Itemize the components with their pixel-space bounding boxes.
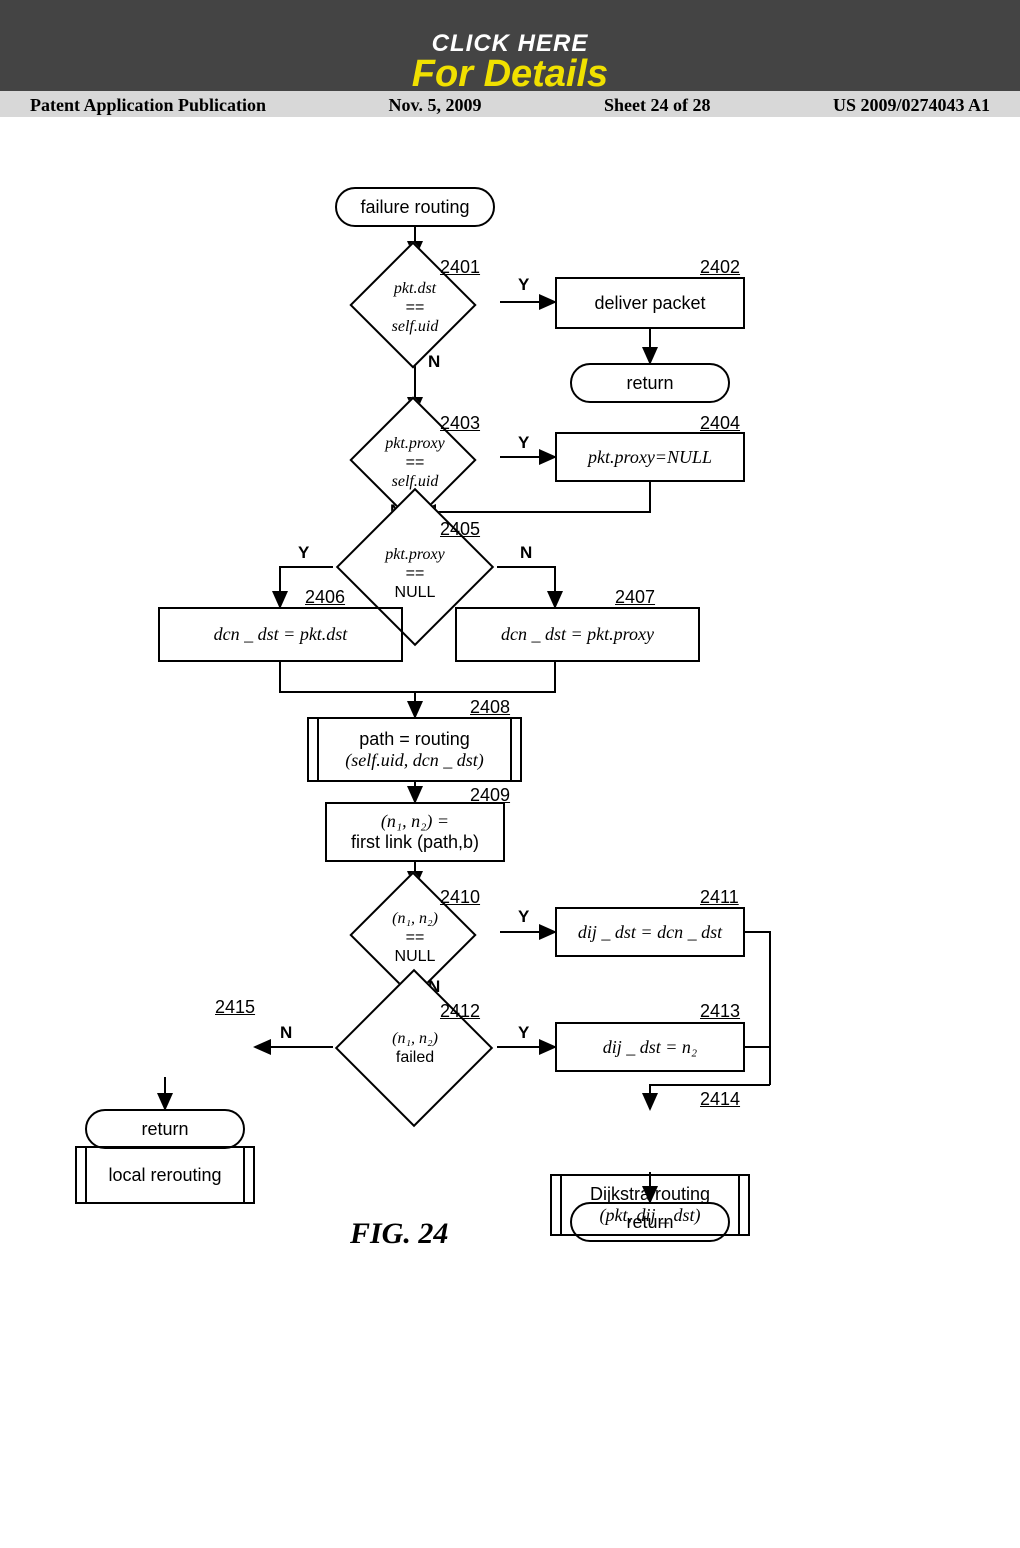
flowchart-canvas: failure routing pkt.dst == self.uid 2401…	[0, 117, 1020, 1547]
node-2406: dcn _ dst = pkt.dst	[158, 607, 403, 662]
node-2408: path = routing (self.uid, dcn _ dst)	[307, 717, 522, 782]
edge-2401-n: N	[428, 352, 440, 372]
ref-2413: 2413	[700, 1001, 740, 1022]
node-2415: local rerouting	[75, 1146, 255, 1204]
header-sheet: Sheet 24 of 28	[604, 95, 711, 113]
node-2413: dij _ dst = n₂	[555, 1022, 745, 1072]
ref-2401: 2401	[440, 257, 480, 278]
node-return-1: return	[570, 363, 730, 403]
node-2405-label: pkt.proxy == NULL	[360, 545, 470, 603]
edge-2403-y: Y	[518, 433, 529, 453]
header-date: Nov. 5, 2009	[389, 95, 482, 113]
node-2403-label: pkt.proxy == self.uid	[360, 434, 470, 492]
node-return-3: return	[570, 1202, 730, 1242]
node-2411: dij _ dst = dcn _ dst	[555, 907, 745, 957]
ad-banner[interactable]: CLICK HERE For Details	[0, 0, 1020, 91]
ref-2410: 2410	[440, 887, 480, 908]
node-2412-label: (n₁, n₂) failed	[360, 1029, 470, 1067]
node-2402: deliver packet	[555, 277, 745, 329]
edge-2405-n: N	[520, 543, 532, 563]
flowchart-edges	[0, 117, 1020, 1547]
ref-2404: 2404	[700, 413, 740, 434]
node-start: failure routing	[335, 187, 495, 227]
edge-2401-y: Y	[518, 275, 529, 295]
ref-2407: 2407	[615, 587, 655, 608]
node-2404: pkt.proxy=NULL	[555, 432, 745, 482]
ref-2415: 2415	[215, 997, 255, 1018]
node-2409: (n₁, n₂) = first link (path,b)	[325, 802, 505, 862]
node-2407: dcn _ dst = pkt.proxy	[455, 607, 700, 662]
ref-2412: 2412	[440, 1001, 480, 1022]
ref-2406: 2406	[305, 587, 345, 608]
ref-2402: 2402	[700, 257, 740, 278]
header-left: Patent Application Publication	[30, 95, 266, 113]
edge-2412-y: Y	[518, 1023, 529, 1043]
ref-2405: 2405	[440, 519, 480, 540]
figure-label: FIG. 24	[350, 1217, 448, 1251]
ref-2408: 2408	[470, 697, 510, 718]
for-details-text: For Details	[0, 53, 1020, 96]
node-2410-label: (n₁, n₂) == NULL	[360, 909, 470, 967]
node-2401-label: pkt.dst == self.uid	[360, 279, 470, 337]
ref-2409: 2409	[470, 785, 510, 806]
edge-2412-n: N	[280, 1023, 292, 1043]
ref-2403: 2403	[440, 413, 480, 434]
node-return-2: return	[85, 1109, 245, 1149]
edge-2410-y: Y	[518, 907, 529, 927]
ref-2411: 2411	[700, 887, 739, 908]
ref-2414: 2414	[700, 1089, 740, 1110]
header-pubno: US 2009/0274043 A1	[833, 95, 990, 113]
edge-2405-y: Y	[298, 543, 309, 563]
